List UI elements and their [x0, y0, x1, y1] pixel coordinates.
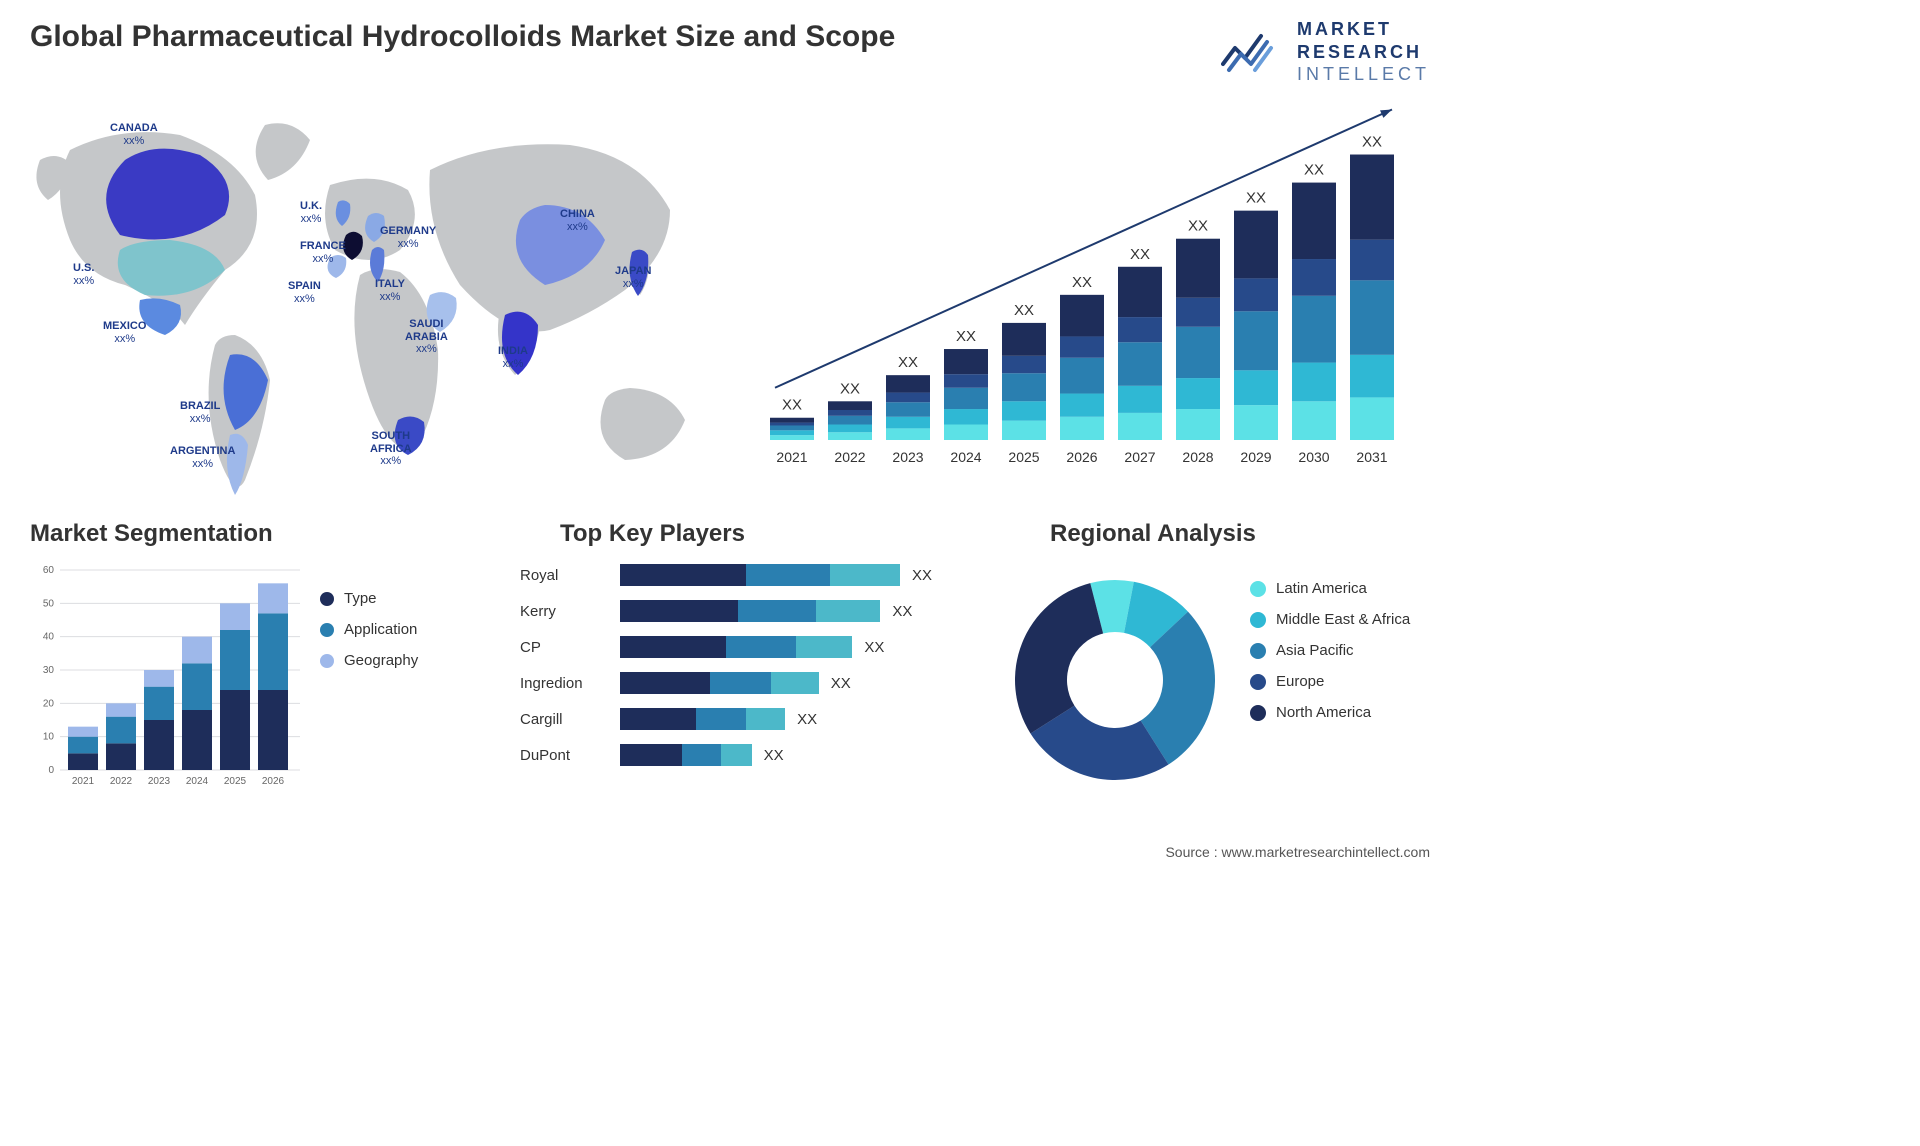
- source-line: Source : www.marketresearchintellect.com: [1165, 844, 1430, 860]
- map-label: SAUDIARABIAxx%: [405, 318, 448, 356]
- svg-text:50: 50: [43, 598, 55, 609]
- svg-text:XX: XX: [1014, 302, 1034, 319]
- svg-text:2022: 2022: [834, 449, 865, 465]
- player-row: Royal XX: [520, 560, 960, 590]
- player-name: Kerry: [520, 603, 620, 620]
- svg-text:2031: 2031: [1356, 449, 1387, 465]
- svg-text:30: 30: [43, 665, 55, 676]
- player-bar: [620, 564, 900, 586]
- legend-item: Type: [320, 590, 418, 607]
- legend-item: Europe: [1250, 673, 1410, 690]
- map-label: U.K.xx%: [300, 200, 322, 225]
- map-label: MEXICOxx%: [103, 320, 146, 345]
- logo-text: MARKET RESEARCH INTELLECT: [1297, 18, 1430, 86]
- svg-text:2024: 2024: [186, 776, 209, 787]
- segmentation-title: Market Segmentation: [30, 520, 273, 548]
- svg-text:40: 40: [43, 632, 55, 643]
- legend-item: Latin America: [1250, 580, 1410, 597]
- svg-text:2026: 2026: [262, 776, 285, 787]
- donut-title: Regional Analysis: [1050, 520, 1256, 548]
- player-bar: [620, 636, 852, 658]
- donut-chart: Latin America Middle East & Africa Asia Pa…: [1000, 560, 1430, 820]
- player-name: Cargill: [520, 711, 620, 728]
- logo: MARKET RESEARCH INTELLECT: [1221, 18, 1430, 86]
- player-value: XX: [764, 747, 784, 764]
- player-value: XX: [831, 675, 851, 692]
- segmentation-legend: Type Application Geography: [320, 590, 418, 683]
- player-row: DuPont XX: [520, 740, 960, 770]
- player-bar: [620, 600, 880, 622]
- player-value: XX: [797, 711, 817, 728]
- svg-text:2022: 2022: [110, 776, 133, 787]
- legend-item: North America: [1250, 704, 1410, 721]
- player-row: Cargill XX: [520, 704, 960, 734]
- svg-text:2023: 2023: [892, 449, 923, 465]
- player-row: Ingredion XX: [520, 668, 960, 698]
- map-label: CANADAxx%: [110, 122, 158, 147]
- map-label: ITALYxx%: [375, 278, 405, 303]
- map-label: INDIAxx%: [498, 345, 528, 370]
- svg-text:2030: 2030: [1298, 449, 1329, 465]
- page-title: Global Pharmaceutical Hydrocolloids Mark…: [30, 20, 895, 54]
- logo-icon: [1221, 30, 1285, 74]
- player-bar: [620, 672, 819, 694]
- player-name: Royal: [520, 567, 620, 584]
- svg-text:10: 10: [43, 732, 55, 743]
- svg-text:2027: 2027: [1124, 449, 1155, 465]
- world-map: CANADAxx% U.S.xx% MEXICOxx% BRAZILxx% ARGENT…: [30, 100, 730, 500]
- map-label: JAPANxx%: [615, 265, 651, 290]
- svg-text:XX: XX: [1188, 218, 1208, 235]
- player-row: CP XX: [520, 632, 960, 662]
- map-label: BRAZILxx%: [180, 400, 220, 425]
- player-name: Ingredion: [520, 675, 620, 692]
- legend-item: Asia Pacific: [1250, 642, 1410, 659]
- players-title: Top Key Players: [560, 520, 745, 548]
- map-label: SPAINxx%: [288, 280, 321, 305]
- growth-bar-chart: XX 2021 XX 2022 XX 2023 XX 2024 XX 2025 XX 2026 XX 20…: [750, 100, 1430, 480]
- donut-legend: Latin America Middle East & Africa Asia Pa…: [1250, 580, 1410, 735]
- map-label: SOUTHAFRICAxx%: [370, 430, 412, 468]
- svg-text:2029: 2029: [1240, 449, 1271, 465]
- players-chart: RoyalXXKerryXXCPXXIngredionXXCargillXXDu…: [520, 560, 960, 820]
- svg-text:XX: XX: [1304, 162, 1324, 179]
- svg-text:2024: 2024: [950, 449, 981, 465]
- map-label: CHINAxx%: [560, 208, 595, 233]
- svg-text:2021: 2021: [72, 776, 95, 787]
- legend-item: Application: [320, 621, 418, 638]
- player-value: XX: [892, 603, 912, 620]
- player-bar: [620, 744, 752, 766]
- svg-text:2028: 2028: [1182, 449, 1213, 465]
- player-row: Kerry XX: [520, 596, 960, 626]
- svg-text:XX: XX: [1130, 246, 1150, 263]
- svg-text:2021: 2021: [776, 449, 807, 465]
- legend-item: Geography: [320, 652, 418, 669]
- svg-text:0: 0: [48, 765, 54, 776]
- svg-text:XX: XX: [898, 354, 918, 371]
- segmentation-chart: 0 10 20 30 40 50 60 2021 2022 2023 2024 2025 2026 Ty…: [30, 560, 470, 820]
- svg-text:XX: XX: [956, 328, 976, 345]
- svg-text:XX: XX: [1246, 190, 1266, 207]
- svg-text:2023: 2023: [148, 776, 171, 787]
- svg-text:2026: 2026: [1066, 449, 1097, 465]
- svg-text:XX: XX: [840, 380, 860, 397]
- legend-item: Middle East & Africa: [1250, 611, 1410, 628]
- svg-text:2025: 2025: [224, 776, 247, 787]
- svg-text:2025: 2025: [1008, 449, 1039, 465]
- player-value: XX: [864, 639, 884, 656]
- svg-text:XX: XX: [1072, 274, 1092, 291]
- map-label: U.S.xx%: [73, 262, 94, 287]
- player-name: DuPont: [520, 747, 620, 764]
- svg-text:XX: XX: [1362, 134, 1382, 151]
- svg-text:20: 20: [43, 698, 55, 709]
- map-label: ARGENTINAxx%: [170, 445, 235, 470]
- map-label: FRANCExx%: [300, 240, 346, 265]
- player-name: CP: [520, 639, 620, 656]
- player-bar: [620, 708, 785, 730]
- map-label: GERMANYxx%: [380, 225, 436, 250]
- player-value: XX: [912, 567, 932, 584]
- svg-text:60: 60: [43, 565, 55, 576]
- svg-text:XX: XX: [782, 397, 802, 414]
